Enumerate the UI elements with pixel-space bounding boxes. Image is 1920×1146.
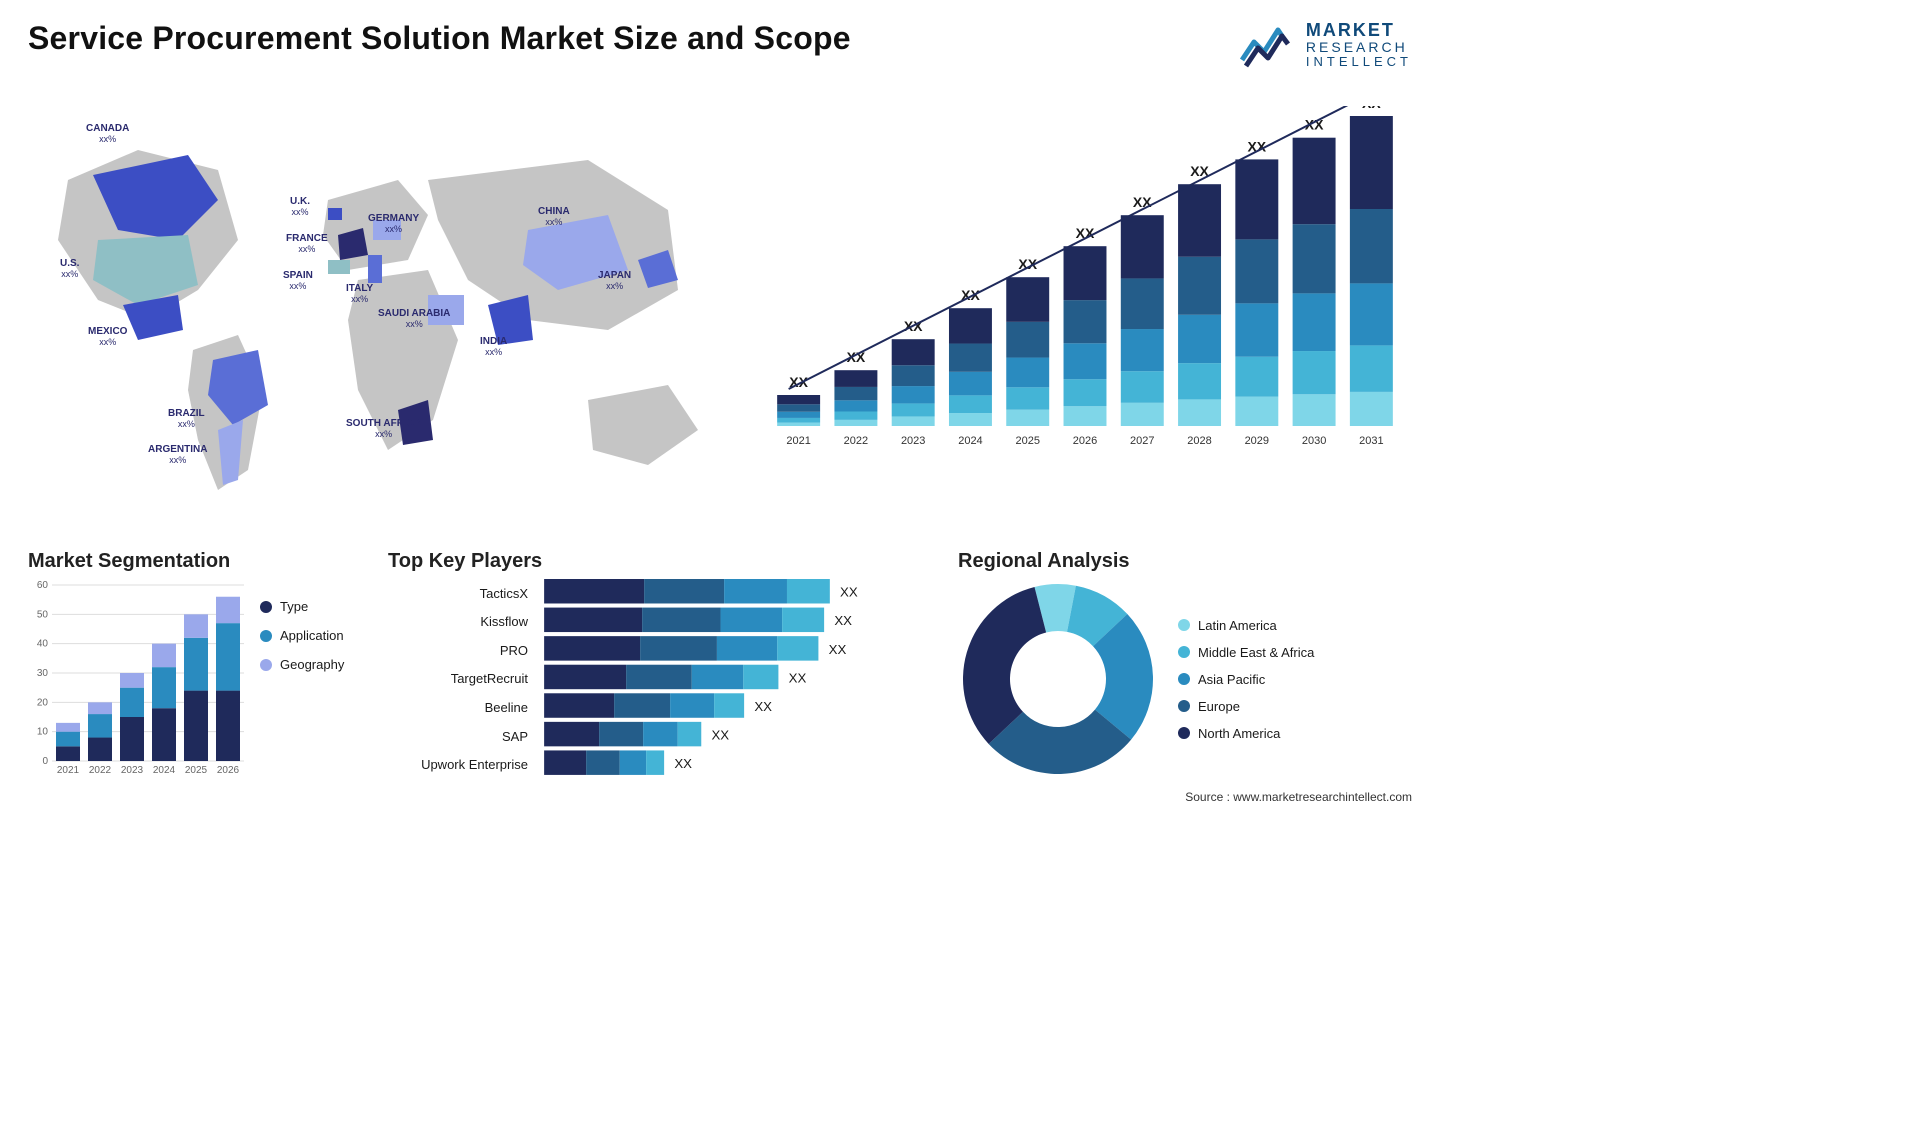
map-label-france: FRANCExx% — [286, 233, 328, 255]
svg-text:XX: XX — [834, 613, 852, 628]
map-label-japan: JAPANxx% — [598, 270, 631, 292]
svg-text:XX: XX — [840, 585, 858, 600]
brand-line2: RESEARCH — [1306, 40, 1412, 55]
map-label-italy: ITALYxx% — [346, 283, 373, 305]
svg-text:2024: 2024 — [153, 765, 176, 776]
player-name: PRO — [388, 643, 528, 658]
map-label-arg: ARGENTINAxx% — [148, 444, 207, 466]
svg-text:2028: 2028 — [1187, 435, 1211, 447]
players-names-column: TacticsX Kissflow PRO TargetRecruit Beeline S… — [388, 579, 538, 779]
svg-text:XX: XX — [829, 642, 847, 657]
segmentation-chart-svg: 0 10 20 30 40 50 60 2021 2022 2023 2024 2025 2026 — [28, 579, 248, 779]
map-label-mexico: MEXICOxx% — [88, 326, 127, 348]
svg-text:2024: 2024 — [958, 435, 982, 447]
svg-text:2026: 2026 — [1073, 435, 1097, 447]
svg-text:XX: XX — [1133, 194, 1152, 210]
map-label-brazil: BRAZILxx% — [168, 408, 205, 430]
svg-text:30: 30 — [37, 668, 49, 679]
brand-mark-icon — [1240, 20, 1296, 70]
svg-text:XX: XX — [674, 756, 692, 771]
svg-text:XX: XX — [754, 699, 772, 714]
map-label-china: CHINAxx% — [538, 206, 570, 228]
svg-text:2027: 2027 — [1130, 435, 1154, 447]
svg-text:60: 60 — [37, 580, 49, 591]
regional-panel: Regional Analysis Latin America Middle Ea… — [958, 550, 1412, 800]
svg-text:20: 20 — [37, 697, 49, 708]
segmentation-legend: Type Application Geography — [260, 579, 344, 779]
map-label-spain: SPAINxx% — [283, 270, 313, 292]
svg-text:XX: XX — [789, 670, 807, 685]
regional-legend-item: North America — [1178, 726, 1314, 741]
players-chart-svg: XX XX XX XX XX XX XX — [538, 579, 938, 779]
svg-text:XX: XX — [711, 727, 729, 742]
forecast-chart-svg: XX2021XX2022XX2023XX2024XX2025XX2026XX20… — [758, 106, 1412, 476]
forecast-chart-panel: XX2021XX2022XX2023XX2024XX2025XX2026XX20… — [758, 98, 1412, 542]
world-map-panel: CANADAxx% U.S.xx% MEXICOxx% BRAZILxx% AR… — [28, 98, 728, 542]
map-label-canada: CANADAxx% — [86, 123, 129, 145]
svg-text:2022: 2022 — [844, 435, 868, 447]
svg-text:2023: 2023 — [121, 765, 144, 776]
svg-text:2025: 2025 — [1015, 435, 1039, 447]
brand-line3: INTELLECT — [1306, 55, 1412, 69]
players-panel: Top Key Players TacticsX Kissflow PRO Targe… — [388, 550, 938, 800]
segmentation-panel: Market Segmentation 0 10 20 30 40 50 60 2021 202… — [28, 550, 368, 800]
svg-text:2030: 2030 — [1302, 435, 1326, 447]
player-name: TargetRecruit — [388, 671, 528, 686]
svg-text:2023: 2023 — [901, 435, 925, 447]
player-name: SAP — [388, 729, 528, 744]
svg-text:2031: 2031 — [1359, 435, 1383, 447]
svg-text:2021: 2021 — [786, 435, 810, 447]
regional-title: Regional Analysis — [958, 550, 1412, 573]
map-label-india: INDIAxx% — [480, 336, 507, 358]
segmentation-legend-item: Type — [260, 599, 344, 614]
regional-legend-item: Europe — [1178, 699, 1314, 714]
player-name: TacticsX — [388, 586, 528, 601]
svg-text:XX: XX — [1362, 106, 1381, 111]
page-title: Service Procurement Solution Market Size… — [28, 20, 851, 57]
map-label-us: U.S.xx% — [60, 258, 79, 280]
regional-legend: Latin America Middle East & Africa Asia Pa… — [1178, 618, 1314, 741]
segmentation-title: Market Segmentation — [28, 550, 368, 573]
svg-text:50: 50 — [37, 609, 49, 620]
brand-line1: MARKET — [1306, 21, 1412, 40]
svg-text:40: 40 — [37, 639, 49, 650]
map-label-uk: U.K.xx% — [290, 196, 310, 218]
segmentation-legend-item: Application — [260, 628, 344, 643]
segmentation-legend-item: Geography — [260, 657, 344, 672]
player-name: Upwork Enterprise — [388, 757, 528, 772]
svg-text:2026: 2026 — [217, 765, 240, 776]
svg-text:2021: 2021 — [57, 765, 80, 776]
regional-legend-item: Latin America — [1178, 618, 1314, 633]
svg-text:2029: 2029 — [1245, 435, 1269, 447]
player-name: Beeline — [388, 700, 528, 715]
svg-text:0: 0 — [42, 756, 48, 767]
regional-legend-item: Middle East & Africa — [1178, 645, 1314, 660]
player-name: Kissflow — [388, 614, 528, 629]
brand-logo: MARKET RESEARCH INTELLECT — [1240, 20, 1412, 70]
players-title: Top Key Players — [388, 550, 938, 573]
svg-text:2022: 2022 — [89, 765, 112, 776]
map-label-safr: SOUTH AFRICAxx% — [346, 418, 421, 440]
map-label-saudi: SAUDI ARABIAxx% — [378, 308, 450, 330]
regional-legend-item: Asia Pacific — [1178, 672, 1314, 687]
source-line: Source : www.marketresearchintellect.com — [1185, 790, 1412, 804]
map-label-germany: GERMANYxx% — [368, 213, 419, 235]
svg-text:2025: 2025 — [185, 765, 208, 776]
svg-text:10: 10 — [37, 727, 49, 738]
regional-donut-svg — [958, 579, 1158, 779]
